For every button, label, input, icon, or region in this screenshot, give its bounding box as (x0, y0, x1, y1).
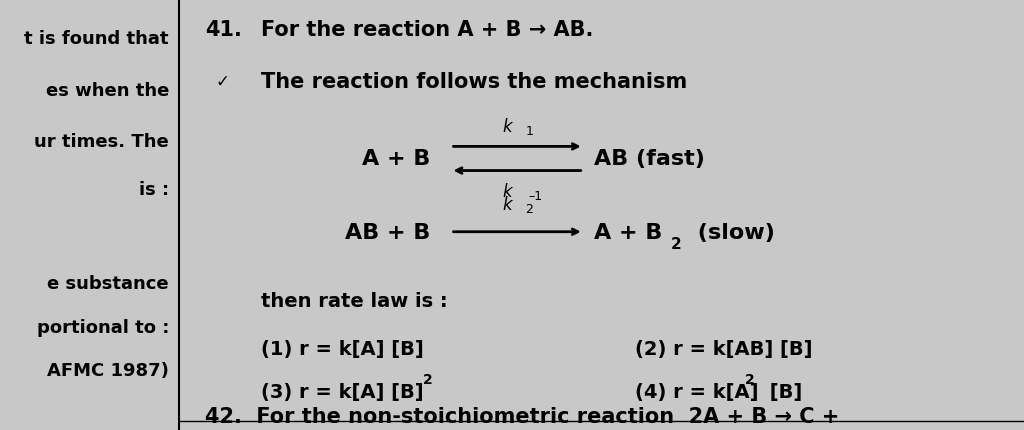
Text: 2: 2 (671, 237, 681, 252)
Text: A + B: A + B (361, 149, 430, 169)
Text: t is found that: t is found that (25, 30, 169, 48)
Text: k: k (502, 118, 512, 136)
Text: 2: 2 (423, 372, 433, 386)
Text: (1) r = k[A] [B]: (1) r = k[A] [B] (261, 339, 424, 358)
Text: portional to :: portional to : (37, 318, 169, 336)
Text: k: k (502, 195, 512, 213)
Text: AB (fast): AB (fast) (594, 149, 705, 169)
Text: 1: 1 (525, 125, 534, 138)
Text: is :: is : (139, 180, 169, 198)
Text: k: k (502, 182, 512, 200)
Text: For the reaction A + B → AB.: For the reaction A + B → AB. (261, 20, 594, 40)
Text: then rate law is :: then rate law is : (261, 292, 447, 310)
Text: e substance: e substance (47, 275, 169, 293)
Text: [B]: [B] (763, 382, 802, 401)
Text: 2: 2 (744, 372, 755, 386)
Text: 2: 2 (525, 202, 534, 215)
Text: (3) r = k[A] [B]: (3) r = k[A] [B] (261, 382, 424, 401)
Text: (2) r = k[AB] [B]: (2) r = k[AB] [B] (635, 339, 812, 358)
Text: (slow): (slow) (690, 222, 775, 242)
Text: ur times. The: ur times. The (34, 133, 169, 151)
Text: A + B: A + B (594, 222, 663, 242)
Text: es when the: es when the (46, 81, 169, 99)
Text: AFMC 1987): AFMC 1987) (47, 361, 169, 379)
Text: 41.: 41. (205, 20, 242, 40)
Text: AB + B: AB + B (345, 222, 430, 242)
Text: The reaction follows the mechanism: The reaction follows the mechanism (261, 72, 687, 92)
Text: ✓: ✓ (215, 73, 229, 91)
Text: (4) r = k[A]: (4) r = k[A] (635, 382, 759, 401)
Text: 42.  For the non-stoichiometric reaction  2A + B → C +: 42. For the non-stoichiometric reaction … (205, 406, 840, 426)
Text: –1: –1 (528, 189, 543, 202)
